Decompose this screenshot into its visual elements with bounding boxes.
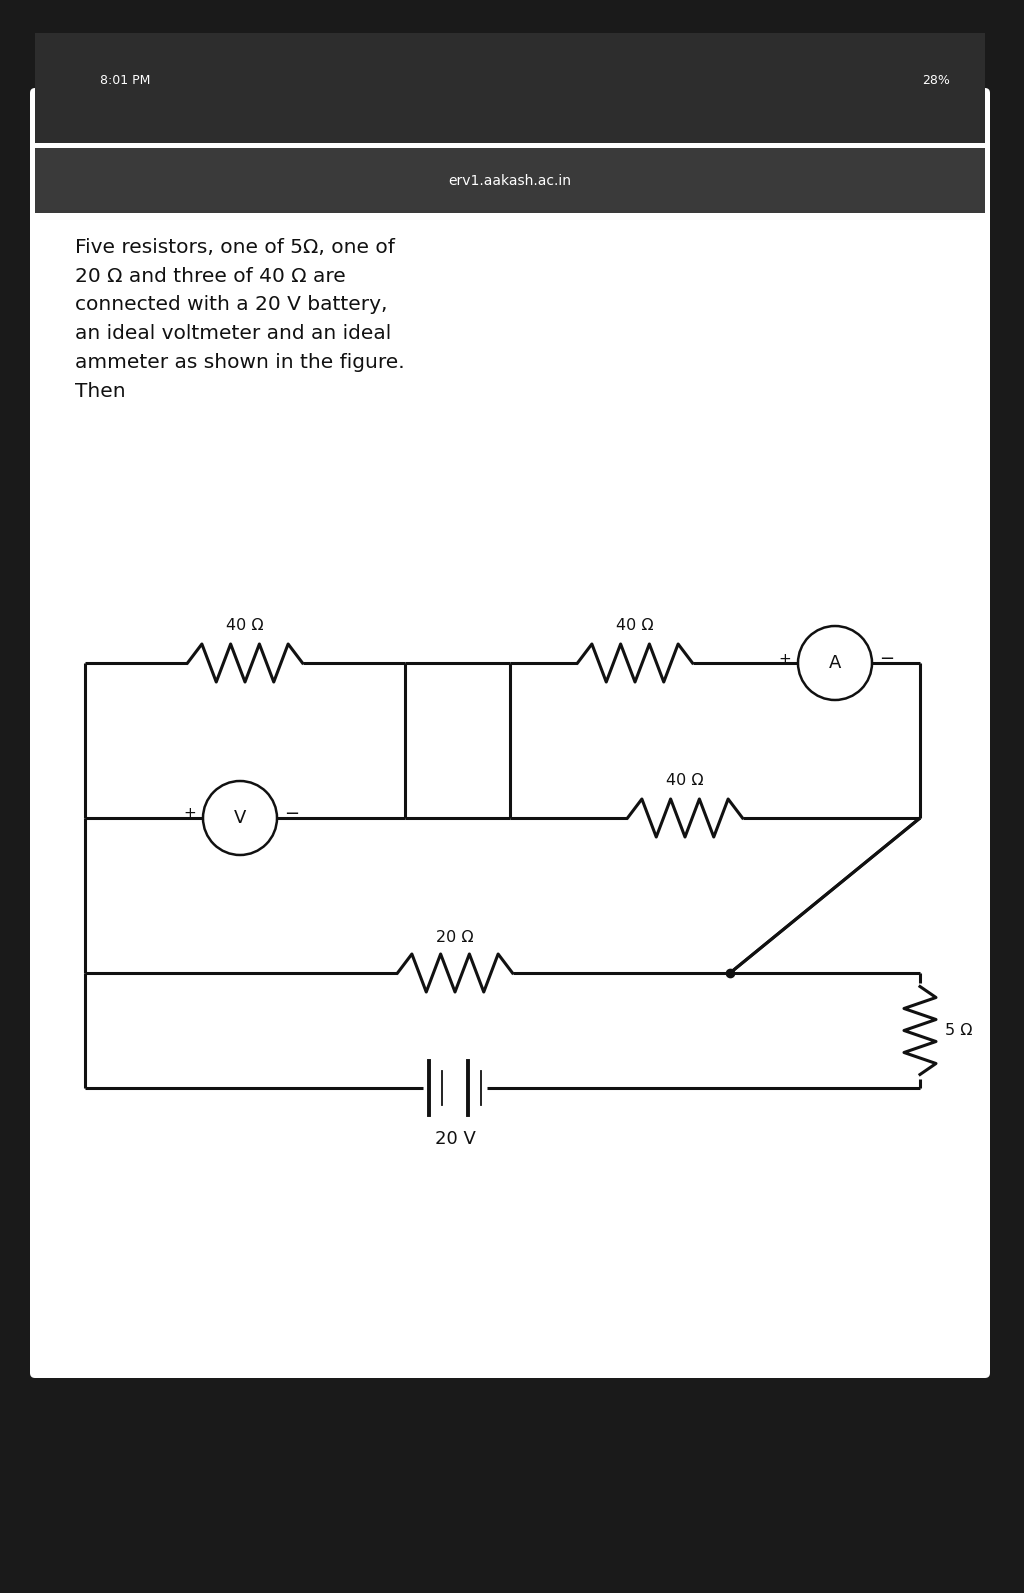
Text: Five resistors, one of 5Ω, one of
20 Ω and three of 40 Ω are
connected with a 20: Five resistors, one of 5Ω, one of 20 Ω a… (75, 237, 404, 401)
Text: −: − (879, 650, 894, 667)
Text: V: V (233, 809, 246, 827)
FancyBboxPatch shape (30, 88, 990, 1378)
Text: 40 Ω: 40 Ω (616, 618, 653, 632)
Text: 40 Ω: 40 Ω (667, 773, 703, 789)
FancyBboxPatch shape (35, 33, 985, 143)
FancyBboxPatch shape (35, 148, 985, 213)
Text: 40 Ω: 40 Ω (226, 618, 264, 632)
Text: +: + (778, 652, 791, 666)
Text: 28%: 28% (923, 75, 950, 88)
Text: 20 V: 20 V (434, 1129, 475, 1149)
Text: 5 Ω: 5 Ω (945, 1023, 973, 1039)
Text: 20 Ω: 20 Ω (436, 930, 474, 945)
Text: erv1.aakash.ac.in: erv1.aakash.ac.in (449, 174, 571, 188)
Text: +: + (183, 806, 196, 822)
Text: −: − (284, 804, 299, 824)
Text: 8:01 PM: 8:01 PM (100, 75, 151, 88)
Text: A: A (828, 655, 841, 672)
